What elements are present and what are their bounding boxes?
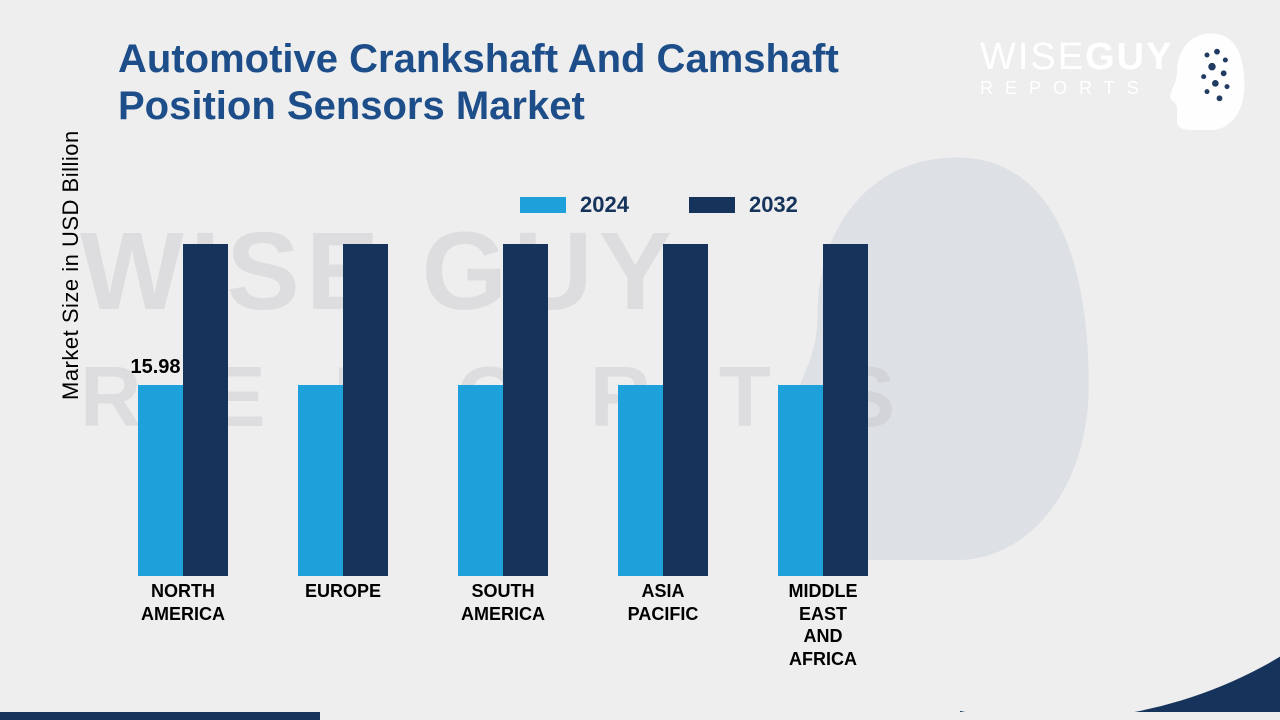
- bar-group: [458, 244, 548, 576]
- bar-2024: [458, 385, 503, 576]
- legend-swatch-2024: [520, 197, 566, 213]
- bar-2032: [343, 244, 388, 576]
- plot-area: 15.98: [128, 218, 928, 576]
- legend-item-2024: 2024: [520, 192, 629, 218]
- bar-group: [298, 244, 388, 576]
- x-axis-category: EUROPE: [273, 580, 413, 603]
- bar-2024: [138, 385, 183, 576]
- bar-value-label: 15.98: [131, 356, 181, 379]
- bar-2032: [183, 244, 228, 576]
- legend-swatch-2032: [689, 197, 735, 213]
- legend-item-2032: 2032: [689, 192, 798, 218]
- bottom-strip: [0, 712, 320, 720]
- bar-2032: [663, 244, 708, 576]
- x-axis-labels: NORTHAMERICAEUROPESOUTHAMERICAASIAPACIFI…: [128, 580, 928, 700]
- x-axis-category: MIDDLEEASTANDAFRICA: [753, 580, 893, 670]
- logo-head-icon: [1162, 30, 1252, 130]
- bar-2024: [618, 385, 663, 576]
- bar-2032: [823, 244, 868, 576]
- y-axis-label: Market Size in USD Billion: [58, 130, 84, 400]
- chart-title: Automotive Crankshaft And Camshaft Posit…: [118, 36, 878, 130]
- bar-group: [778, 244, 868, 576]
- x-axis-category: NORTHAMERICA: [113, 580, 253, 625]
- legend-label-2032: 2032: [749, 192, 798, 218]
- bar-group: [138, 244, 228, 576]
- logo-text-guy: GUY: [1085, 36, 1173, 78]
- bar-group: [618, 244, 708, 576]
- x-axis-category: ASIAPACIFIC: [593, 580, 733, 625]
- x-axis-category: SOUTHAMERICA: [433, 580, 573, 625]
- bar-2032: [503, 244, 548, 576]
- chart-canvas: WISE GUY R E P O R T S Automotive Cranks…: [0, 0, 1280, 720]
- bar-2024: [298, 385, 343, 576]
- logo-text-wise: WISE: [980, 36, 1085, 78]
- legend: 2024 2032: [520, 192, 798, 218]
- legend-label-2024: 2024: [580, 192, 629, 218]
- bar-2024: [778, 385, 823, 576]
